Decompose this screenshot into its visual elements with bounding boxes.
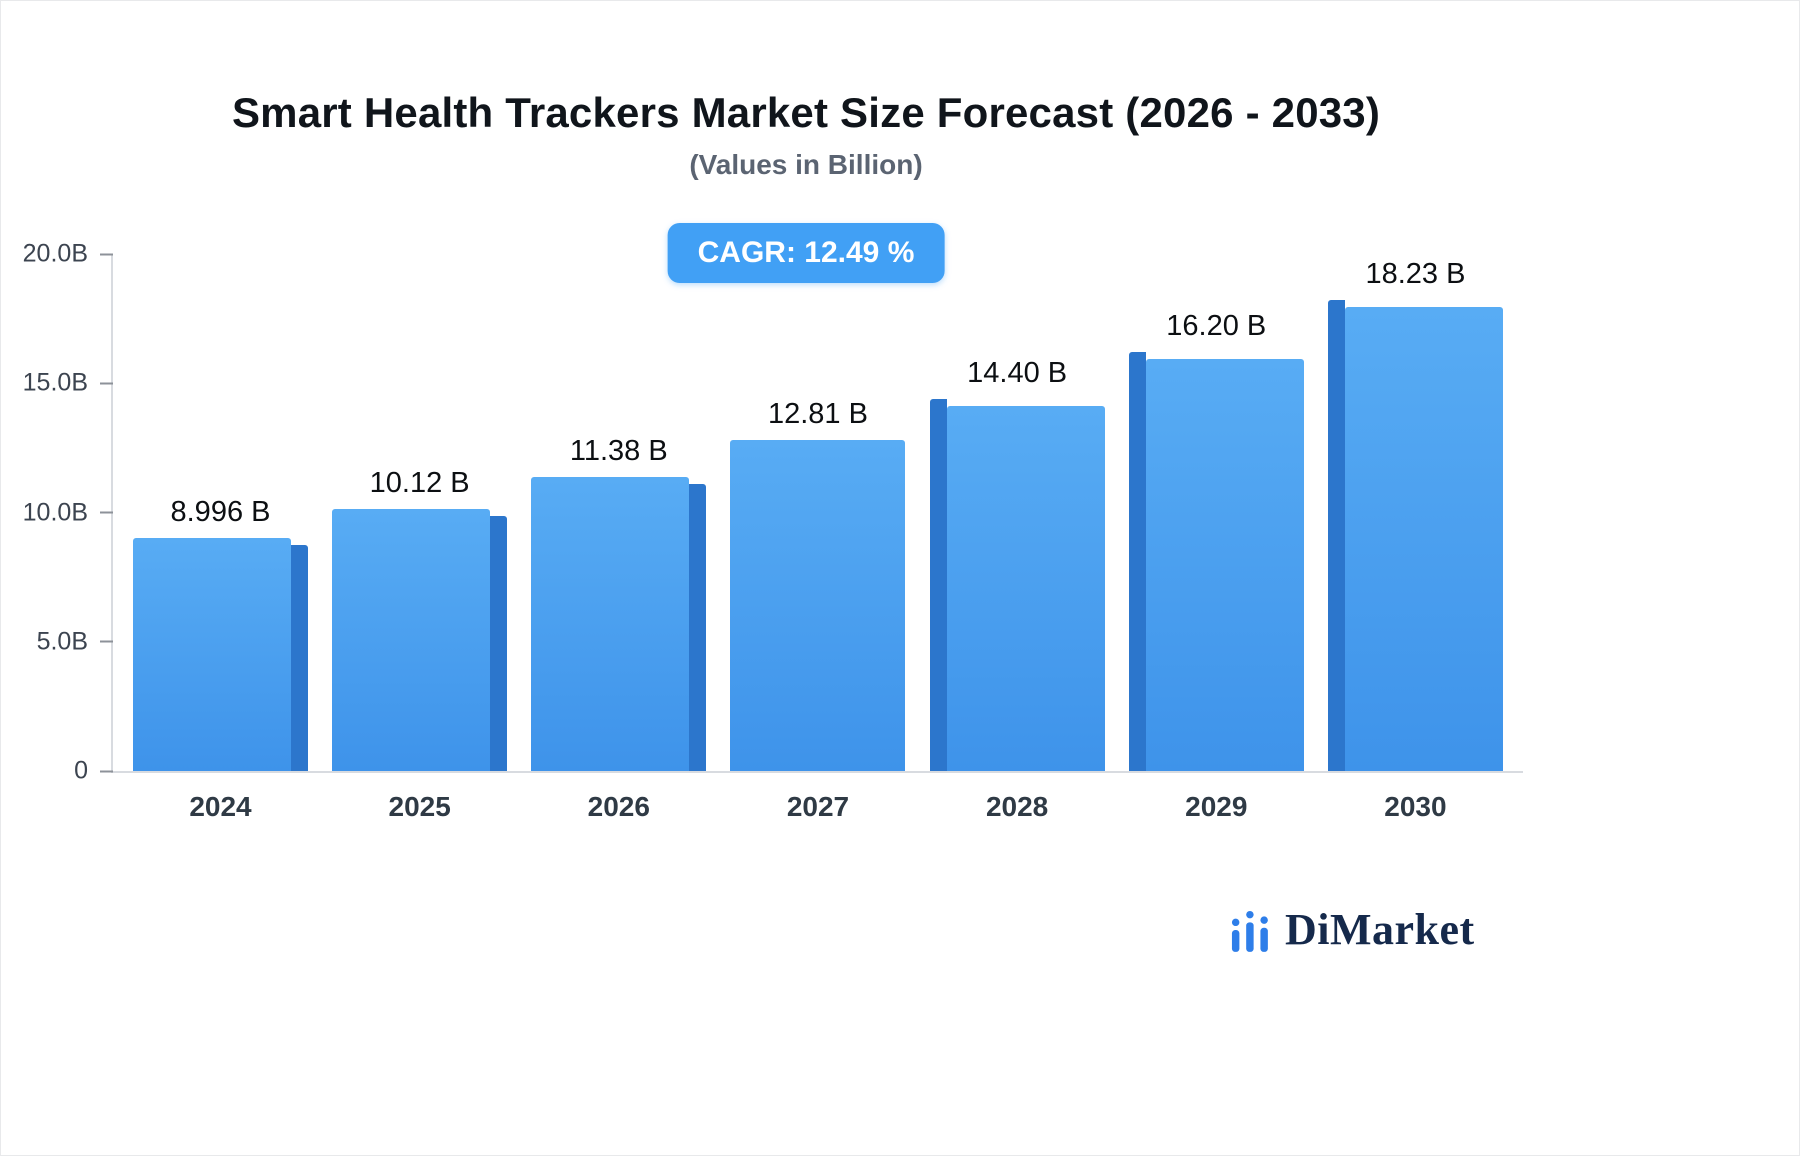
- y-axis-tick-mark: [100, 511, 113, 514]
- bar-group-2027: 12.81 B 2027: [730, 254, 906, 822]
- bar-front-face: [531, 476, 690, 771]
- bar-2024[interactable]: [133, 538, 308, 771]
- bar-front-face: [332, 509, 491, 771]
- y-axis-tick-mark: [100, 253, 113, 255]
- chart-title: Smart Health Trackers Market Size Foreca…: [231, 89, 1381, 136]
- x-axis-label-2026: 2026: [587, 791, 650, 822]
- bar-side-face: [490, 516, 508, 771]
- bar-value-label: 16.20 B: [1166, 310, 1267, 343]
- bar-front-face: [133, 538, 291, 771]
- bar-value-label: 12.81 B: [767, 397, 868, 430]
- brand-name: DiMarket: [1285, 905, 1475, 954]
- bar-2025[interactable]: [332, 509, 508, 771]
- x-axis-label-2025: 2025: [388, 791, 451, 822]
- x-axis-label-2028: 2028: [985, 791, 1049, 822]
- y-axis-tick-mark: [100, 382, 113, 385]
- bar-group-2025: 10.12 B 2025: [332, 254, 508, 822]
- y-axis-tick-mark: [100, 640, 113, 643]
- x-axis-label-2024: 2024: [189, 791, 252, 822]
- y-axis-tick-label: 10.0B: [22, 498, 88, 526]
- y-axis-tick: 0: [1, 757, 113, 786]
- bar-value-label: 10.12 B: [369, 467, 470, 500]
- bar-front-face: [1145, 359, 1304, 771]
- y-axis-tick: 20.0B: [1, 240, 113, 269]
- y-axis-tick-label: 20.0B: [22, 239, 88, 268]
- bar-group-2026: 11.38 B 2026: [531, 254, 707, 822]
- bar-side-face: [929, 398, 947, 771]
- bar-side-face: [689, 483, 707, 771]
- bar-2030[interactable]: [1327, 299, 1503, 771]
- bar-front-face: [730, 439, 906, 771]
- x-axis-label-2027: 2027: [786, 791, 850, 822]
- bar-value-label: 18.23 B: [1365, 257, 1466, 290]
- y-axis-tick-label: 5.0B: [36, 627, 88, 656]
- bar-value-label: 8.996 B: [170, 496, 271, 529]
- bars-container: 8.996 B 2024 10.12 B 2025 11.38 B 2026 12.81 B…: [113, 254, 1523, 822]
- y-axis-tick: 15.0B: [1, 369, 113, 398]
- bar-value-label: 11.38 B: [569, 434, 668, 467]
- bar-side-face: [1128, 352, 1146, 771]
- bar-side-face: [291, 545, 308, 771]
- bar-value-label: 14.40 B: [967, 356, 1068, 389]
- bar-group-2029: 16.20 B 2029: [1128, 254, 1304, 822]
- y-axis-tick: 5.0B: [1, 627, 113, 656]
- bar-front-face: [1344, 306, 1503, 771]
- bar-2028[interactable]: [929, 398, 1105, 771]
- x-axis-label-2029: 2029: [1185, 791, 1248, 822]
- chart-subtitle: (Values in Billion): [689, 149, 923, 180]
- dimarket-logo-icon: [1231, 910, 1268, 952]
- bar-2029[interactable]: [1128, 352, 1304, 771]
- y-axis-tick: 10.0B: [1, 498, 113, 527]
- bar-group-2030: 18.23 B 2030: [1327, 254, 1503, 822]
- bar-group-2028: 14.40 B 2028: [929, 254, 1105, 822]
- x-axis-label-2030: 2030: [1384, 791, 1447, 822]
- brand-logo: DiMarket: [1229, 904, 1475, 955]
- y-axis-tick-label: 0: [74, 756, 88, 785]
- cagr-badge: CAGR: 12.49 %: [667, 223, 945, 283]
- bar-2027[interactable]: [730, 439, 906, 771]
- y-axis-tick-label: 15.0B: [22, 368, 88, 397]
- bar-2026[interactable]: [531, 476, 707, 771]
- bar-group-2024: 8.996 B 2024: [133, 254, 308, 822]
- bar-front-face: [946, 405, 1105, 771]
- bar-side-face: [1327, 299, 1345, 771]
- plot-area: 8.996 B 2024 10.12 B 2025 11.38 B 2026 12.81 B…: [23, 240, 1523, 822]
- y-axis-tick-mark: [100, 770, 113, 772]
